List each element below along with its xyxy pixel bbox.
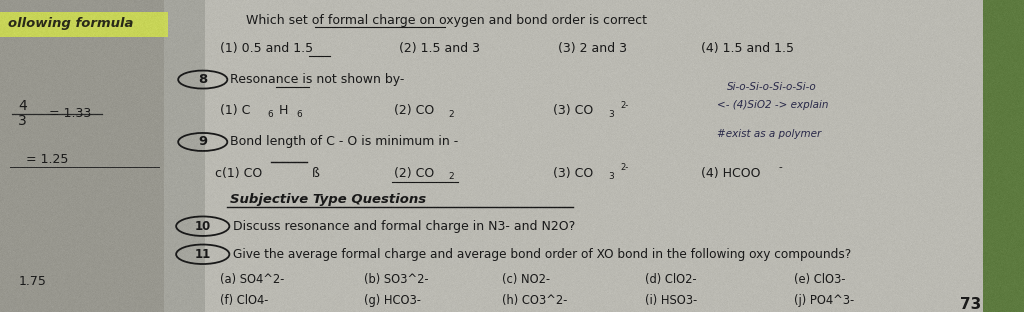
Text: (g) HCO3-: (g) HCO3- bbox=[364, 294, 421, 307]
Text: #exist as a polymer: #exist as a polymer bbox=[717, 129, 821, 139]
Text: 1.75: 1.75 bbox=[18, 275, 46, 288]
Text: 11: 11 bbox=[195, 248, 211, 261]
Text: 2-: 2- bbox=[621, 101, 629, 110]
Text: 10: 10 bbox=[195, 220, 211, 233]
Text: ß: ß bbox=[312, 167, 321, 180]
Text: (h) CO3^2-: (h) CO3^2- bbox=[502, 294, 567, 307]
Text: Bond length of C - O is minimum in -: Bond length of C - O is minimum in - bbox=[230, 135, 459, 149]
Text: (4) HCOO: (4) HCOO bbox=[701, 167, 761, 180]
Text: (j) PO4^3-: (j) PO4^3- bbox=[794, 294, 854, 307]
Text: Discuss resonance and formal charge in N3- and N2O?: Discuss resonance and formal charge in N… bbox=[233, 220, 575, 233]
Text: (c) NO2-: (c) NO2- bbox=[502, 273, 550, 286]
Text: Which set of formal charge on oxygen and bond order is correct: Which set of formal charge on oxygen and… bbox=[246, 14, 647, 27]
Text: 73: 73 bbox=[959, 297, 981, 312]
Text: 2: 2 bbox=[449, 173, 454, 181]
Text: (1) C: (1) C bbox=[220, 104, 251, 117]
Text: (d) ClO2-: (d) ClO2- bbox=[645, 273, 696, 286]
Text: (e) ClO3-: (e) ClO3- bbox=[794, 273, 845, 286]
Text: (i) HSO3-: (i) HSO3- bbox=[645, 294, 697, 307]
Text: (1) 0.5 and 1.5: (1) 0.5 and 1.5 bbox=[220, 42, 313, 55]
Text: = 1.25: = 1.25 bbox=[26, 153, 68, 166]
Text: (2) CO: (2) CO bbox=[394, 104, 434, 117]
Text: (f) ClO4-: (f) ClO4- bbox=[220, 294, 268, 307]
Text: 2-: 2- bbox=[621, 163, 629, 172]
Text: 3: 3 bbox=[608, 110, 614, 119]
Text: (a) SO4^2-: (a) SO4^2- bbox=[220, 273, 285, 286]
Text: 9: 9 bbox=[199, 135, 207, 149]
Text: 3: 3 bbox=[18, 114, 28, 128]
Text: Si-o-Si-o-Si-o-Si-o: Si-o-Si-o-Si-o-Si-o bbox=[727, 82, 817, 92]
Text: (3) CO: (3) CO bbox=[553, 167, 593, 180]
Text: 6: 6 bbox=[296, 110, 302, 119]
Text: (3) CO: (3) CO bbox=[553, 104, 593, 117]
Text: <- (4)SiO2 -> explain: <- (4)SiO2 -> explain bbox=[717, 100, 828, 110]
Text: Give the average formal charge and average bond order of XO bond in the followin: Give the average formal charge and avera… bbox=[233, 248, 852, 261]
FancyBboxPatch shape bbox=[0, 12, 168, 37]
Text: 6: 6 bbox=[267, 110, 273, 119]
Text: (4) 1.5 and 1.5: (4) 1.5 and 1.5 bbox=[701, 42, 795, 55]
Text: c(1) CO: c(1) CO bbox=[215, 167, 262, 180]
FancyBboxPatch shape bbox=[0, 0, 179, 312]
Text: (2) CO: (2) CO bbox=[394, 167, 434, 180]
Text: (3) 2 and 3: (3) 2 and 3 bbox=[558, 42, 627, 55]
Text: Subjective Type Questions: Subjective Type Questions bbox=[230, 193, 427, 206]
Text: -: - bbox=[778, 163, 782, 173]
FancyBboxPatch shape bbox=[164, 0, 205, 312]
Text: 8: 8 bbox=[198, 73, 208, 86]
Text: 2: 2 bbox=[449, 110, 454, 119]
Text: H: H bbox=[279, 104, 288, 117]
Text: Resonance is not shown by-: Resonance is not shown by- bbox=[230, 73, 404, 86]
Text: (b) SO3^2-: (b) SO3^2- bbox=[364, 273, 428, 286]
Text: 3: 3 bbox=[608, 173, 614, 181]
Text: (2) 1.5 and 3: (2) 1.5 and 3 bbox=[399, 42, 480, 55]
Text: = 1.33: = 1.33 bbox=[49, 107, 91, 120]
Text: 4: 4 bbox=[18, 99, 28, 113]
Text: ollowing formula: ollowing formula bbox=[8, 17, 134, 30]
FancyBboxPatch shape bbox=[983, 0, 1024, 312]
